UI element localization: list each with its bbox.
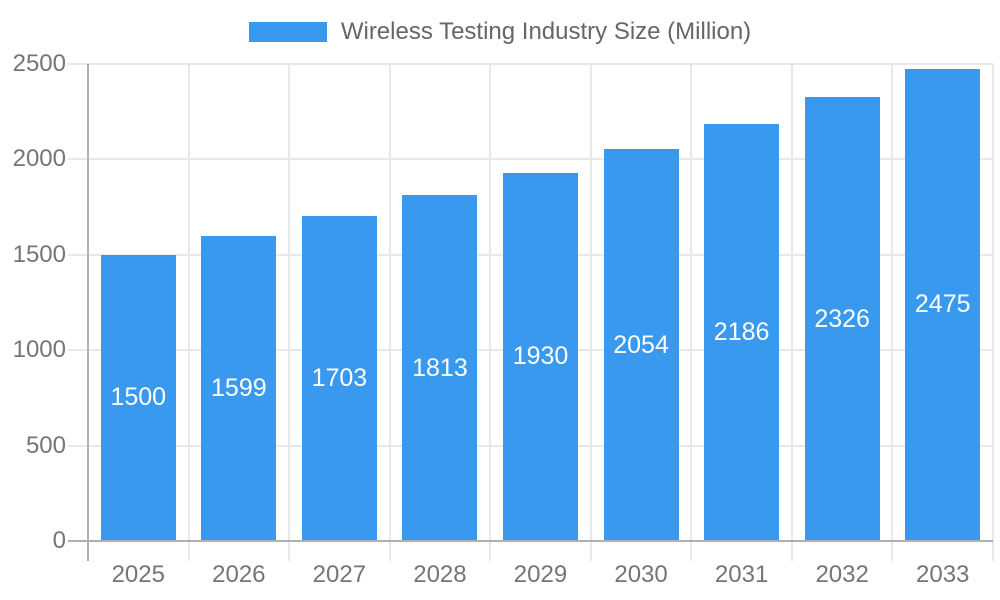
plot-area: 1500 1599 1703 1813 1930 2054 2186 2326 2475 0 500… (13, 52, 994, 587)
bar-value-label: 2326 (814, 304, 870, 333)
y-tick-label: 500 (25, 431, 66, 459)
y-tick-label: 0 (52, 527, 66, 554)
bar[interactable]: 2326 (804, 97, 880, 541)
x-gridline (589, 64, 592, 561)
bar-value-label: 1599 (211, 373, 267, 402)
x-tick-label: 2028 (413, 561, 467, 588)
bar-value-label: 2186 (713, 317, 770, 346)
bar[interactable]: 1813 (402, 195, 478, 541)
bar[interactable]: 1703 (301, 216, 377, 541)
y-axis-line (87, 64, 89, 561)
x-gridline (187, 64, 190, 561)
x-tick-label: 2030 (614, 561, 668, 588)
chart-legend[interactable]: Wireless Testing Industry Size (Million) (0, 18, 1000, 45)
x-tick-label: 2026 (212, 561, 266, 588)
bar-value-label: 1930 (512, 342, 569, 371)
y-tick-label: 1000 (12, 336, 66, 364)
bar-value-label: 2054 (613, 330, 669, 359)
x-gridline (489, 64, 492, 561)
x-gridline (288, 64, 291, 561)
bar[interactable]: 1599 (201, 235, 277, 541)
bar-value-label: 1500 (110, 383, 167, 412)
y-tick-label: 1500 (12, 240, 66, 268)
x-axis-line (68, 540, 993, 542)
bar-value-label: 2475 (914, 290, 971, 319)
bar-value-label: 1703 (311, 364, 368, 393)
x-tick-label: 2031 (714, 561, 769, 588)
y-gridline (68, 63, 993, 65)
bar[interactable]: 1500 (100, 254, 176, 541)
y-tick-label: 2500 (12, 50, 66, 77)
legend-swatch (248, 22, 327, 42)
x-tick-label: 2029 (513, 561, 568, 588)
bar[interactable]: 2186 (704, 123, 780, 541)
x-gridline (790, 64, 793, 561)
x-gridline (992, 64, 994, 561)
x-tick-label: 2032 (815, 561, 869, 588)
x-gridline (388, 64, 391, 561)
x-gridline (891, 64, 894, 561)
x-gridline (690, 64, 693, 561)
bar[interactable]: 2475 (905, 68, 981, 541)
x-tick-label: 2025 (111, 561, 165, 588)
y-gridline (68, 158, 993, 161)
x-tick-label: 2027 (312, 561, 367, 588)
bar[interactable]: 2054 (603, 149, 679, 541)
bar[interactable]: 1930 (503, 172, 578, 541)
bar-value-label: 1813 (412, 353, 468, 382)
legend-label: Wireless Testing Industry Size (Million) (340, 18, 752, 45)
y-tick-label: 2000 (12, 145, 66, 173)
x-tick-label: 2033 (916, 561, 970, 588)
